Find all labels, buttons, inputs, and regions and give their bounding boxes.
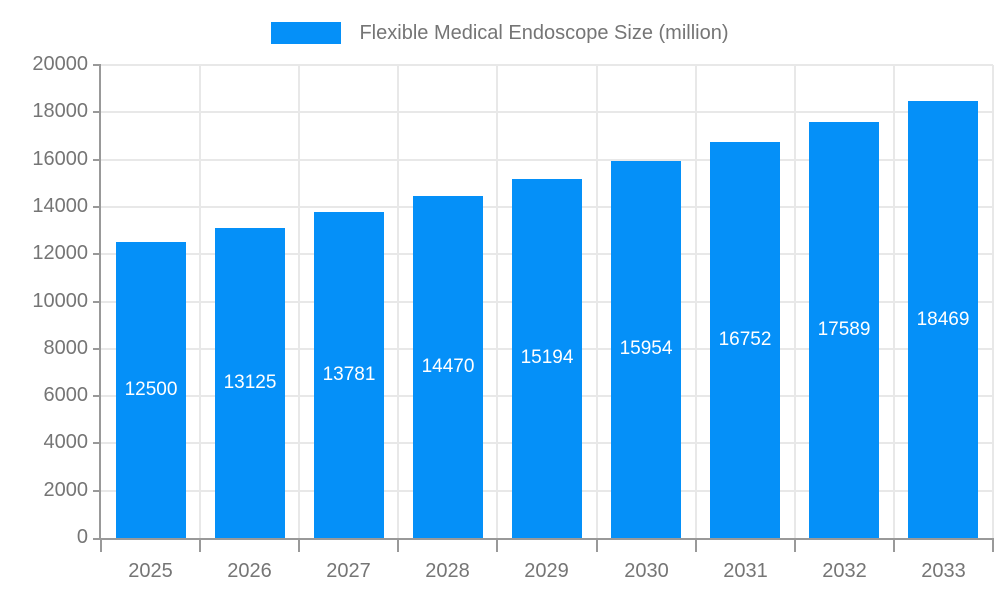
legend-item[interactable]: Flexible Medical Endoscope Size (million… — [0, 21, 1000, 45]
bar-2030 — [611, 161, 681, 538]
y-tick-label: 6000 — [43, 384, 89, 406]
gridline-vertical — [992, 65, 994, 538]
gridline-horizontal — [101, 159, 993, 161]
bar-2032 — [809, 122, 879, 538]
gridline-vertical — [199, 65, 201, 538]
gridline-horizontal — [101, 111, 993, 113]
bar-2026 — [215, 228, 285, 538]
y-tick-label: 10000 — [32, 290, 88, 312]
bar-value-label-2033: 18469 — [916, 309, 970, 330]
bar-value-label-2032: 17589 — [817, 319, 871, 340]
gridline-vertical — [298, 65, 300, 538]
x-axis-tick — [496, 538, 498, 552]
bar-value-label-2031: 16752 — [718, 329, 772, 350]
y-tick-label: 18000 — [32, 100, 88, 122]
x-tick-label-2033: 2033 — [921, 560, 966, 582]
x-tick-label-2030: 2030 — [624, 560, 669, 582]
y-axis-tick — [93, 206, 101, 208]
legend-swatch — [271, 22, 342, 44]
y-tick-label: 4000 — [43, 431, 89, 453]
x-axis-tick — [397, 538, 399, 552]
x-axis-tick — [893, 538, 895, 552]
x-tick-label-2025: 2025 — [128, 560, 173, 582]
x-axis-tick — [596, 538, 598, 552]
y-tick-label: 16000 — [32, 148, 88, 170]
x-axis-tick — [695, 538, 697, 552]
x-axis-tick — [100, 538, 102, 552]
y-axis-tick — [93, 395, 101, 397]
gridline-vertical — [596, 65, 598, 538]
y-axis-tick — [93, 348, 101, 350]
x-axis-line — [93, 538, 993, 540]
x-axis-tick — [794, 538, 796, 552]
y-axis-tick — [93, 301, 101, 303]
y-axis-tick — [93, 253, 101, 255]
y-axis-tick — [93, 442, 101, 444]
x-tick-label-2032: 2032 — [822, 560, 867, 582]
bar-2025 — [116, 242, 186, 538]
gridline-vertical — [496, 65, 498, 538]
x-tick-label-2028: 2028 — [425, 560, 470, 582]
gridline-vertical — [794, 65, 796, 538]
y-axis-tick — [93, 111, 101, 113]
y-tick-label: 0 — [76, 526, 88, 548]
bar-2031 — [710, 142, 780, 538]
gridline-horizontal — [101, 64, 993, 66]
bar-2027 — [314, 212, 384, 538]
x-tick-label-2029: 2029 — [524, 560, 569, 582]
y-axis-tick — [93, 159, 101, 161]
bar-2033 — [908, 101, 978, 538]
gridline-vertical — [397, 65, 399, 538]
y-axis-line — [99, 65, 101, 540]
x-tick-label-2031: 2031 — [723, 560, 768, 582]
y-axis-tick — [93, 64, 101, 66]
bar-2028 — [413, 196, 483, 538]
x-tick-label-2026: 2026 — [227, 560, 272, 582]
gridline-vertical — [893, 65, 895, 538]
bar-value-label-2028: 14470 — [421, 356, 475, 377]
bar-value-label-2027: 13781 — [322, 364, 376, 385]
bar-value-label-2029: 15194 — [520, 347, 574, 368]
bar-2029 — [512, 179, 582, 538]
bar-value-label-2030: 15954 — [619, 338, 673, 359]
x-axis-tick — [199, 538, 201, 552]
bar-value-label-2026: 13125 — [223, 372, 277, 393]
x-axis-tick — [992, 538, 994, 552]
y-tick-label: 2000 — [43, 479, 89, 501]
y-tick-label: 8000 — [43, 337, 89, 359]
y-axis-tick — [93, 490, 101, 492]
y-tick-label: 14000 — [32, 195, 88, 217]
gridline-vertical — [695, 65, 697, 538]
bar-value-label-2025: 12500 — [124, 379, 178, 400]
y-tick-label: 12000 — [32, 242, 88, 264]
y-tick-label: 20000 — [32, 53, 88, 75]
x-tick-label-2027: 2027 — [326, 560, 371, 582]
x-axis-tick — [298, 538, 300, 552]
legend-label: Flexible Medical Endoscope Size (million… — [359, 21, 729, 44]
